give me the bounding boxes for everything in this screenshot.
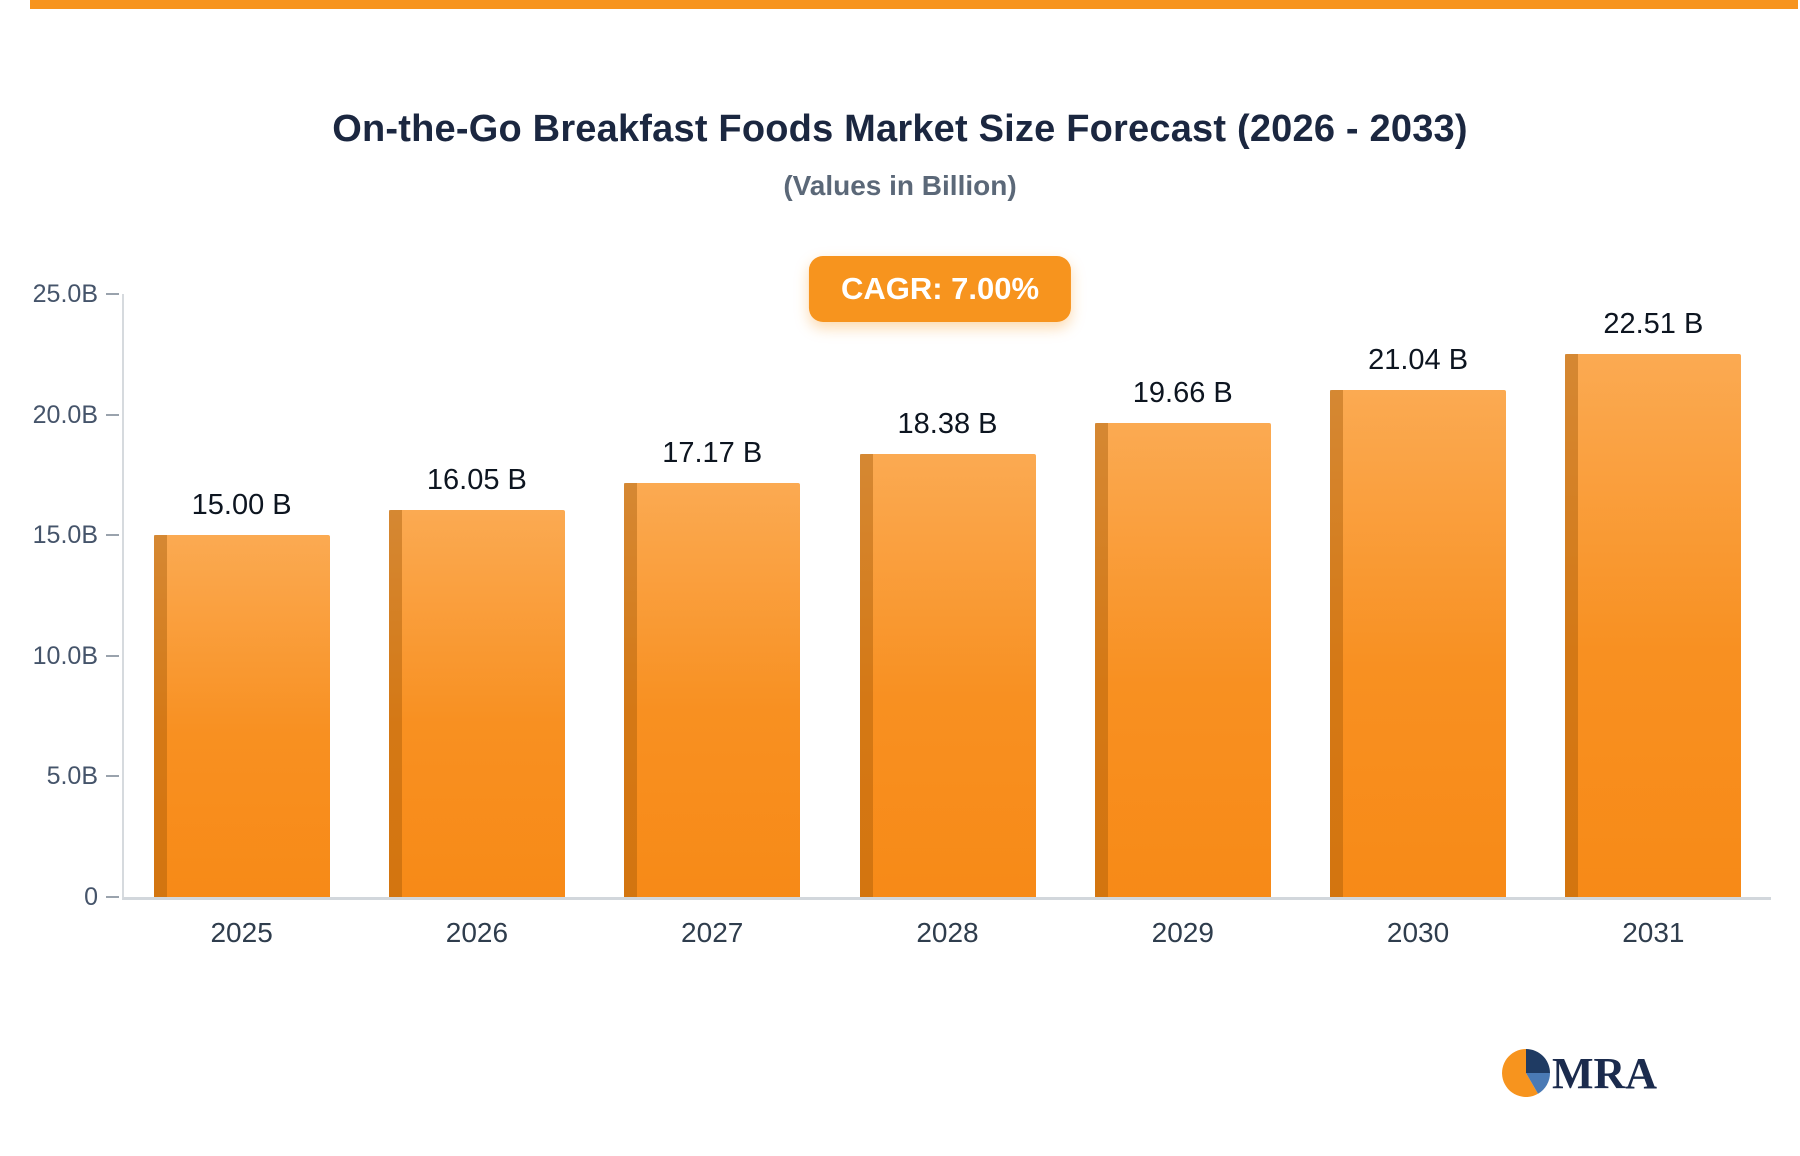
top-accent-bar (30, 0, 1798, 9)
y-axis-tick-label: 5.0B (46, 762, 98, 791)
x-axis-label: 2031 (1622, 917, 1685, 948)
x-axis-label: 2027 (681, 917, 744, 948)
plot-area: 25.0B 20.0B 15.0B 10.0B 5.0B 0 15.00 B 2025 16.0… (33, 280, 1771, 948)
bar-value-label: 18.38 B (897, 407, 998, 440)
y-axis-tick-label: 15.0B (32, 521, 98, 550)
y-axis-tick (106, 896, 119, 898)
y-axis-tick-label: 10.0B (32, 641, 98, 670)
y-axis-tick (106, 775, 119, 778)
bar (1565, 354, 1742, 897)
y-axis-tick (106, 413, 119, 416)
mra-logo-graphic: MRA (1502, 1049, 1657, 1098)
bar-value-label: 17.17 B (662, 436, 763, 469)
x-axis-label: 2028 (916, 917, 979, 948)
y-axis-tick (106, 654, 119, 657)
y-axis-tick-label: 0 (84, 883, 98, 911)
bar (624, 482, 801, 898)
bar (1330, 389, 1507, 898)
bar-value-label: 19.66 B (1132, 376, 1233, 409)
chart-subtitle: (Values in Billion) (783, 170, 1017, 201)
logo-pie-icon (1502, 1049, 1550, 1097)
mra-logo: MRA (1500, 1041, 1696, 1110)
x-axis-label: 2026 (445, 917, 509, 948)
bar-value-label: 21.04 B (1368, 343, 1469, 376)
y-axis-tick-label: 25.0B (32, 280, 98, 308)
bar-value-label: 22.51 B (1603, 308, 1704, 341)
bar (153, 535, 330, 897)
bar (1094, 422, 1271, 898)
x-axis-label: 2030 (1386, 917, 1450, 948)
bar (388, 509, 565, 898)
bar-value-label: 15.00 B (191, 489, 292, 522)
bar (859, 453, 1036, 898)
logo-text: MRA (1552, 1049, 1657, 1098)
y-axis-tick-label: 20.0B (32, 400, 98, 429)
chart-title: On-the-Go Breakfast Foods Market Size Fo… (332, 108, 1468, 150)
y-axis-tick (106, 293, 119, 295)
x-axis-label: 2029 (1151, 917, 1214, 948)
bar-value-label: 16.05 B (426, 463, 527, 496)
cagr-badge: CAGR: 7.00% (808, 256, 1072, 322)
x-axis-label: 2025 (210, 917, 273, 948)
y-axis-tick (106, 534, 119, 537)
